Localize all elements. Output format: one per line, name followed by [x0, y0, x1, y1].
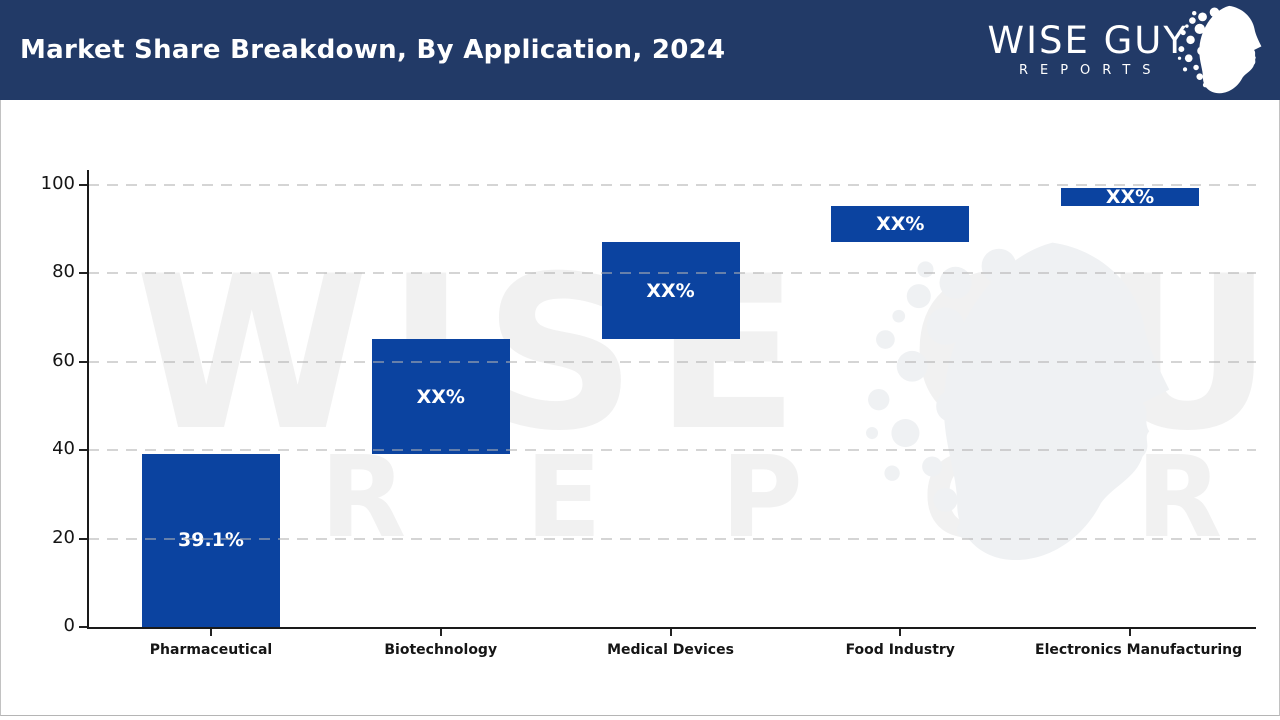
y-axis-tick-label: 40 [52, 438, 75, 459]
bar-electronics-manufacturing: XX% [1061, 187, 1199, 206]
x-axis-spine [87, 627, 1256, 629]
y-axis-spine [87, 170, 89, 629]
bar-value-label: 39.1% [178, 529, 244, 552]
gridline-40 [88, 449, 1256, 451]
gridline-100 [88, 183, 1256, 186]
logo-wordmark: WISE GUY [987, 19, 1188, 62]
x-axis-category-label: Pharmaceutical [149, 642, 273, 658]
bar-value-label: XX% [876, 213, 925, 236]
x-axis-category-label: Biotechnology [384, 642, 498, 658]
bar-value-label: XX% [1105, 187, 1155, 206]
y-axis-tick-mark [79, 360, 88, 363]
chart-title: Market Share Breakdown, By Application, … [20, 35, 726, 65]
logo-text: WISE GUY REPORTS [988, 22, 1188, 78]
gridline-20 [88, 537, 1256, 540]
y-axis-tick-label: 60 [52, 349, 75, 371]
logo-subtitle: REPORTS [1018, 63, 1163, 78]
y-axis-tick-label: 0 [63, 615, 75, 636]
x-axis-tick-mark [669, 629, 672, 636]
y-axis-tick-mark [79, 626, 88, 628]
bar-value-label: XX% [416, 385, 465, 408]
header-bar: Market Share Breakdown, By Application, … [0, 0, 1280, 100]
bar-medical-devices: XX% [601, 242, 740, 340]
y-axis-tick-mark [79, 183, 88, 186]
x-axis-category-label: Electronics Manufacturing [1035, 642, 1243, 658]
y-axis-tick-mark [79, 537, 88, 540]
bar-biotechnology: XX% [371, 339, 510, 454]
bar-pharmaceutical: 39.1% [142, 453, 280, 627]
x-axis-tick-mark [899, 629, 902, 636]
bar-food-industry: XX% [831, 205, 970, 243]
x-axis-tick-mark [1129, 629, 1131, 636]
x-axis-category-label: Medical Devices [607, 642, 734, 658]
x-axis-tick-mark [439, 629, 442, 636]
dotted-head-profile-icon [1177, 5, 1262, 94]
gridline-80 [88, 272, 1256, 274]
gridline-60 [88, 360, 1256, 363]
y-axis-tick-label: 100 [40, 172, 75, 194]
x-axis-category-label: Food Industry [845, 642, 955, 658]
x-axis-tick-mark [210, 629, 212, 636]
wise-guy-reports-logo: WISE GUY REPORTS [988, 4, 1266, 96]
y-axis-tick-mark [79, 272, 88, 274]
y-axis-tick-label: 80 [52, 261, 75, 282]
y-axis-tick-mark [79, 449, 88, 451]
y-axis-tick-label: 20 [52, 526, 75, 548]
bar-value-label: XX% [646, 279, 695, 302]
